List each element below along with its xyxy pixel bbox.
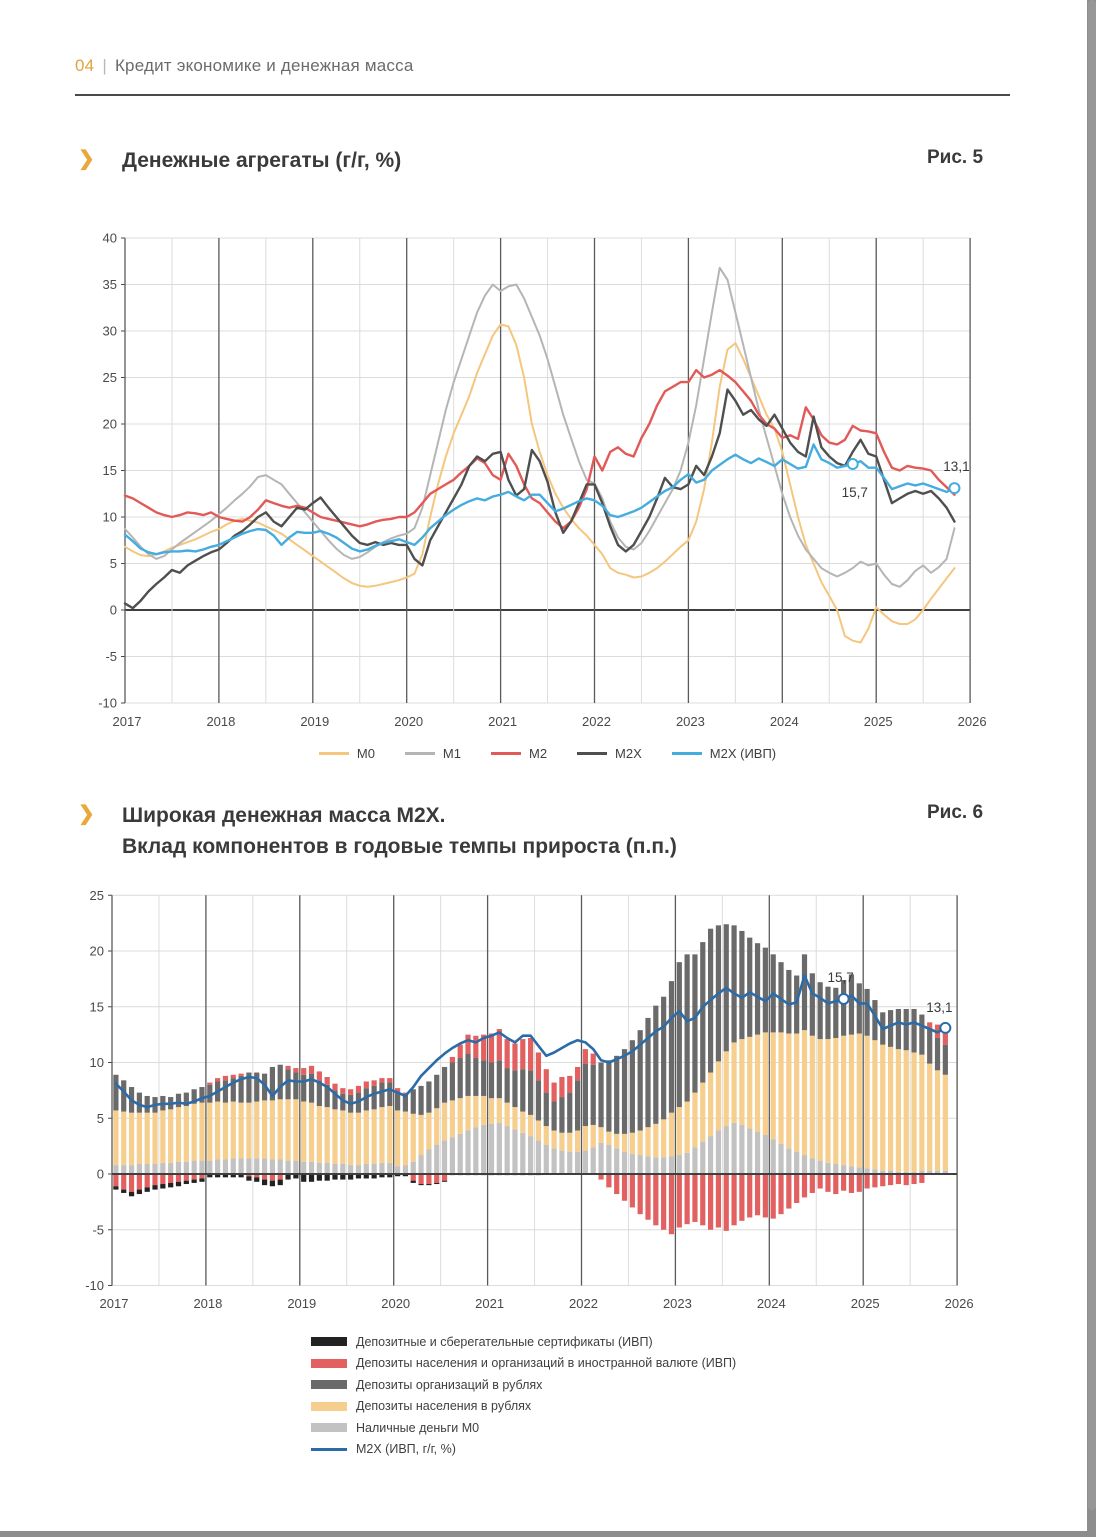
legend-swatch	[311, 1447, 347, 1451]
legend-item: Наличные деньги М0	[311, 1417, 736, 1439]
legend-swatch	[404, 752, 435, 755]
header-divider	[75, 94, 1010, 96]
svg-text:15,7: 15,7	[827, 970, 853, 985]
figure6-title-line2: Вклад компонентов в годовые темпы прирос…	[122, 835, 677, 858]
figure6-title-line1: Широкая денежная масса М2Х.	[122, 804, 446, 827]
legend-item: М1	[404, 746, 461, 761]
svg-text:2022: 2022	[569, 1296, 598, 1311]
svg-text:5: 5	[97, 1111, 104, 1126]
legend-label: Наличные деньги М0	[356, 1420, 480, 1435]
legend-item: Депозиты населения в рублях	[311, 1396, 736, 1418]
header-title: Кредит экономике и денежная масса	[114, 56, 414, 75]
svg-text:2018: 2018	[193, 1296, 222, 1311]
monetary-aggregates-line-chart: 40 35 30 25 20 15 10 5 0 -5 -10 2017 2018 2019 2020 202…	[98, 231, 987, 730]
svg-text:15: 15	[103, 463, 117, 478]
legend-label: М2Х (ИВП, г/г, %)	[356, 1442, 456, 1457]
svg-text:25: 25	[90, 888, 104, 903]
legend-label: Депозитные и сберегательные сертификаты …	[356, 1334, 653, 1349]
legend-item: Депозиты организаций в рублях	[311, 1374, 736, 1396]
legend-swatch	[311, 1423, 347, 1433]
svg-text:-10: -10	[98, 696, 117, 711]
svg-text:2020: 2020	[381, 1296, 410, 1311]
svg-text:2021: 2021	[475, 1296, 504, 1311]
page-number: 04	[75, 56, 95, 75]
figure6-label: Рис. 6	[927, 802, 984, 823]
svg-text:15,7: 15,7	[842, 485, 868, 500]
svg-text:2019: 2019	[287, 1296, 316, 1311]
legend-item: М2Х	[577, 746, 642, 761]
svg-text:15: 15	[90, 999, 104, 1014]
svg-text:2021: 2021	[488, 714, 517, 729]
svg-text:2022: 2022	[582, 714, 611, 729]
m2x-contributions-bar-chart: 25 20 15 10 5 0 -5 -10 2017 2018 2019 2020 2021 2022 2…	[85, 888, 974, 1311]
svg-text:2024: 2024	[757, 1296, 786, 1311]
svg-text:25: 25	[103, 370, 117, 385]
svg-text:2017: 2017	[113, 714, 142, 729]
legend-label: Депозиты населения в рублях	[356, 1399, 532, 1414]
legend-label: Депозиты населения и организаций в иност…	[356, 1356, 737, 1371]
svg-text:20: 20	[90, 944, 104, 959]
svg-text:13,1: 13,1	[926, 1000, 952, 1015]
figure5-legend: М0 М1 М2 М2Х М2Х (ИВП)	[125, 746, 970, 761]
legend-swatch	[311, 1401, 347, 1411]
figure5-label: Рис. 5	[927, 147, 984, 168]
svg-text:0: 0	[97, 1167, 104, 1182]
figure5-title: Денежные агрегаты (г/г, %)	[122, 149, 402, 172]
svg-text:-10: -10	[85, 1278, 104, 1293]
legend-item: М2	[490, 746, 548, 761]
svg-text:0: 0	[110, 603, 117, 618]
svg-text:2026: 2026	[945, 1296, 974, 1311]
legend-swatch	[490, 752, 521, 755]
svg-text:2024: 2024	[770, 714, 799, 729]
legend-label: М1	[442, 746, 461, 761]
legend-label: Депозиты организаций в рублях	[356, 1377, 543, 1392]
page-header: 04 | Кредит экономике и денежная масса	[75, 56, 1010, 76]
legend-item: М0	[318, 746, 375, 761]
svg-text:2023: 2023	[663, 1296, 692, 1311]
header-separator: |	[102, 56, 107, 75]
svg-text:30: 30	[103, 324, 117, 339]
svg-text:2025: 2025	[851, 1296, 880, 1311]
legend-label: М0	[356, 746, 375, 761]
legend-item: М2Х (ИВП, г/г, %)	[311, 1439, 736, 1461]
legend-swatch	[577, 752, 608, 755]
svg-text:5: 5	[110, 556, 117, 571]
legend-swatch	[671, 752, 702, 755]
svg-text:10: 10	[103, 510, 117, 525]
legend-swatch	[318, 752, 349, 755]
svg-text:2023: 2023	[676, 714, 705, 729]
svg-text:2026: 2026	[958, 714, 987, 729]
legend-item: Депозитные и сберегательные сертификаты …	[311, 1331, 736, 1353]
svg-text:2017: 2017	[100, 1296, 129, 1311]
figure6-title: Широкая денежная масса М2Х. Вклад компон…	[122, 800, 882, 862]
figure6-legend: Депозитные и сберегательные сертификаты …	[311, 1331, 736, 1460]
legend-item: Депозиты населения и организаций в иност…	[311, 1353, 736, 1375]
viewer-background-bottom	[0, 1531, 1096, 1537]
scrollbar-thumb[interactable]	[1088, 0, 1096, 1510]
svg-text:-5: -5	[105, 649, 117, 664]
legend-swatch	[311, 1337, 347, 1347]
legend-swatch	[311, 1358, 347, 1368]
legend-label: М2	[528, 746, 548, 761]
svg-text:-5: -5	[92, 1222, 104, 1237]
svg-text:2019: 2019	[300, 714, 329, 729]
legend-label: М2Х	[615, 746, 642, 761]
svg-text:40: 40	[103, 231, 117, 246]
svg-text:13,1: 13,1	[943, 459, 969, 474]
svg-text:2018: 2018	[206, 714, 235, 729]
chevron-icon: ❯	[78, 803, 95, 825]
svg-text:10: 10	[90, 1055, 104, 1070]
svg-text:35: 35	[103, 277, 117, 292]
legend-item: М2Х (ИВП)	[671, 746, 777, 761]
chevron-icon: ❯	[78, 148, 95, 170]
svg-text:2020: 2020	[394, 714, 423, 729]
legend-swatch	[311, 1380, 347, 1390]
svg-text:20: 20	[103, 417, 117, 432]
svg-text:2025: 2025	[864, 714, 893, 729]
legend-label: М2Х (ИВП)	[709, 746, 777, 761]
